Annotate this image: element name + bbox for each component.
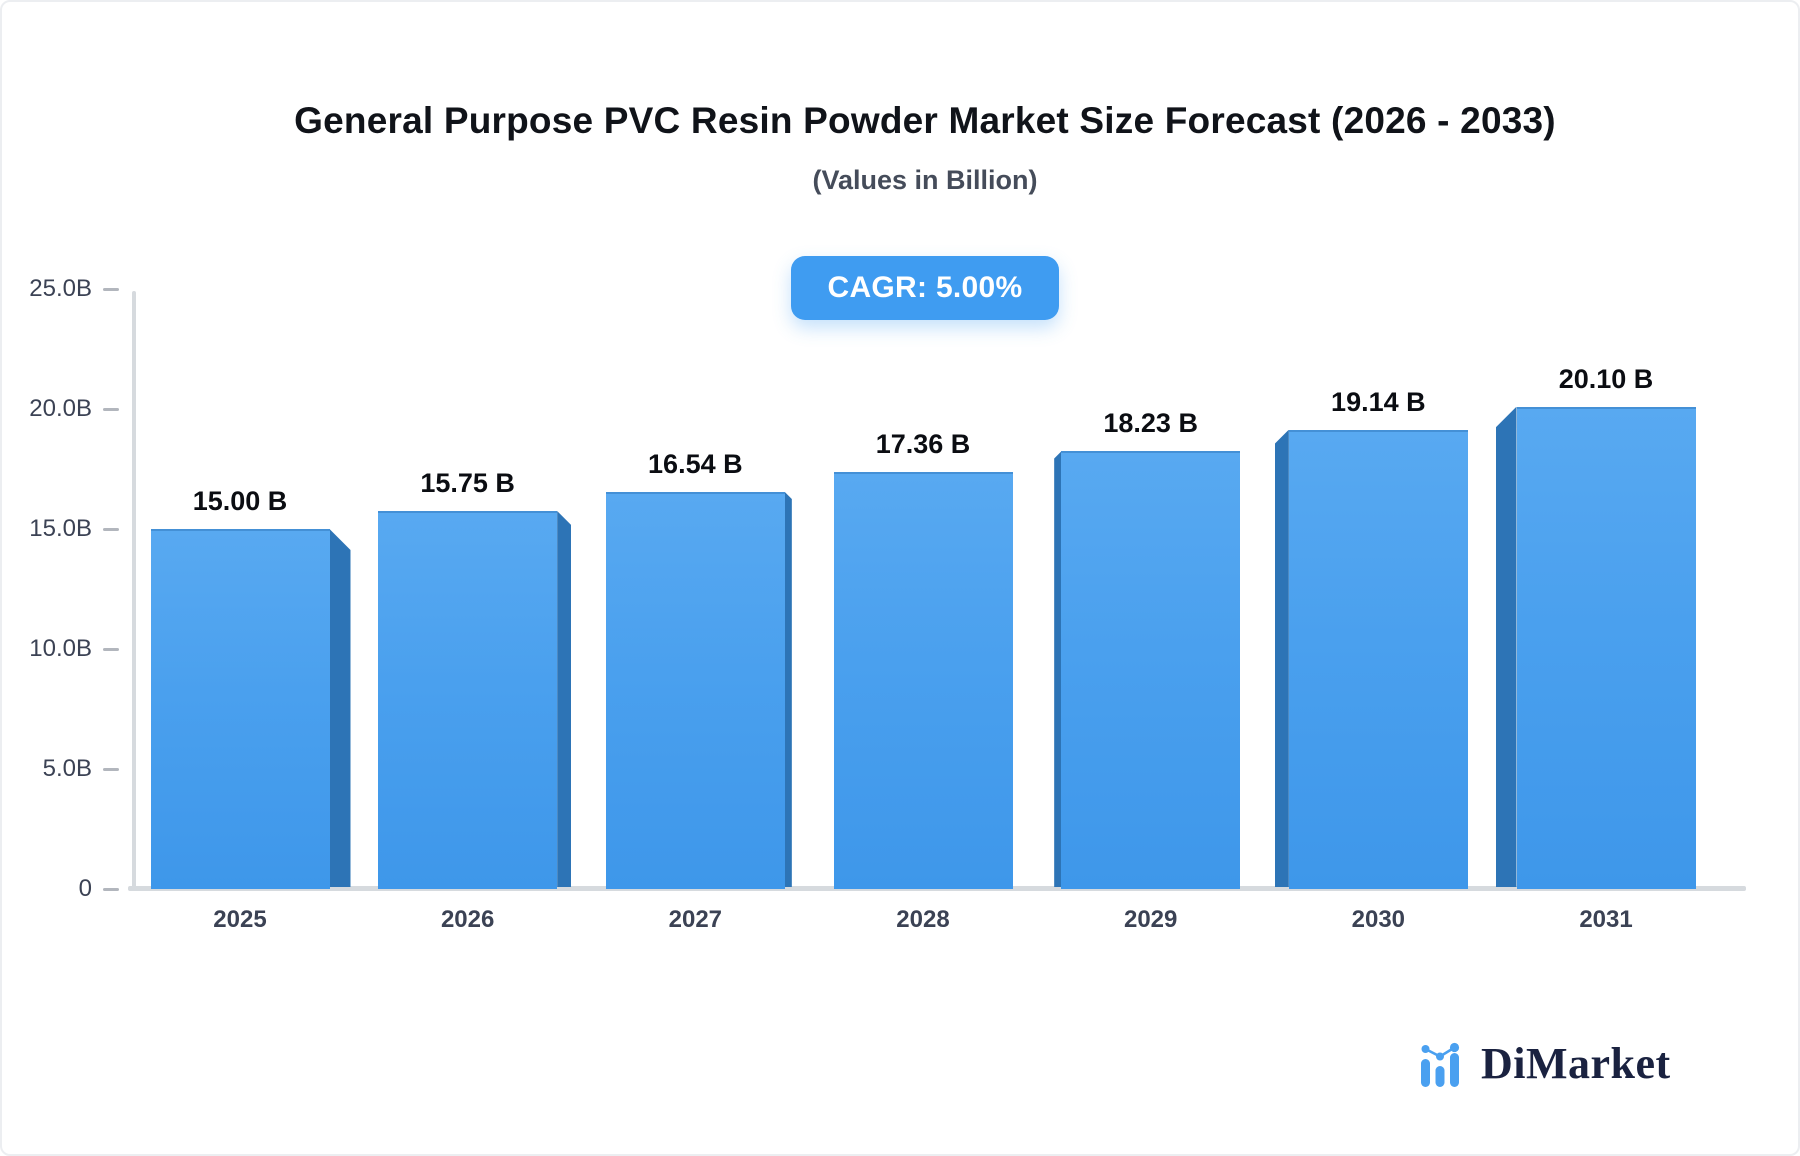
- bar-value-label: 16.54 B: [648, 449, 743, 480]
- x-tick-label: 2025: [213, 906, 267, 933]
- y-tick-dash: [103, 887, 119, 891]
- y-tick-label: 5.0B: [42, 755, 92, 782]
- dimarket-logo-icon: [1421, 1042, 1460, 1087]
- y-tick-dash: [103, 647, 119, 651]
- bar-value-label: 17.36 B: [875, 429, 971, 460]
- bar-side-face: [1274, 429, 1289, 887]
- cagr-badge: CAGR: 5.00%: [791, 256, 1059, 320]
- x-tick-label: 2030: [1351, 906, 1406, 933]
- bar-side-face: [784, 492, 792, 887]
- y-tick-label: 0: [78, 875, 92, 902]
- brand-name: DiMarket: [1481, 1039, 1671, 1088]
- cagr-badge-row: CAGR: 5.00%: [52, 256, 1798, 320]
- brand-logo: DiMarket: [1420, 1038, 1671, 1089]
- bar-side-face: [329, 529, 351, 887]
- y-tick-dash: [103, 527, 119, 531]
- page-title: General Purpose PVC Resin Powder Market …: [294, 100, 1556, 141]
- y-tick-label: 15.0B: [29, 515, 92, 542]
- bar-side-face: [1495, 406, 1517, 887]
- y-tick-label: 25.0B: [29, 275, 92, 302]
- y-tick-dash: [103, 287, 119, 291]
- y-tick-dash: [103, 407, 119, 411]
- bar-2027[interactable]: [605, 492, 785, 889]
- bar-value-label: 15.75 B: [420, 468, 515, 498]
- x-tick-label: 2027: [668, 906, 723, 933]
- bar-side-face: [557, 511, 572, 887]
- bar-value-label: 15.00 B: [192, 486, 288, 516]
- x-tick-label: 2031: [1579, 906, 1633, 933]
- bar-2030[interactable]: [1288, 429, 1468, 889]
- y-axis-line: [132, 291, 136, 889]
- y-tick-label: 20.0B: [29, 395, 92, 422]
- bar-value-label: 18.23 B: [1103, 408, 1198, 439]
- bar-2025[interactable]: [150, 529, 330, 889]
- bar-side-face: [1054, 451, 1062, 887]
- x-tick-label: 2028: [896, 906, 950, 933]
- bar-value-label: 19.14 B: [1331, 386, 1426, 417]
- x-tick-label: 2026: [440, 906, 495, 933]
- bar-2029[interactable]: [1061, 451, 1241, 889]
- y-tick-label: 10.0B: [29, 635, 92, 662]
- y-tick-dash: [103, 767, 119, 771]
- x-tick-label: 2029: [1123, 906, 1178, 933]
- bar-2028[interactable]: [833, 472, 1013, 889]
- bar-value-label: 20.10 B: [1558, 363, 1654, 394]
- chart-subtitle: (Values in Billion): [812, 165, 1038, 195]
- bar-2026[interactable]: [378, 511, 558, 889]
- bar-2031[interactable]: [1516, 406, 1696, 889]
